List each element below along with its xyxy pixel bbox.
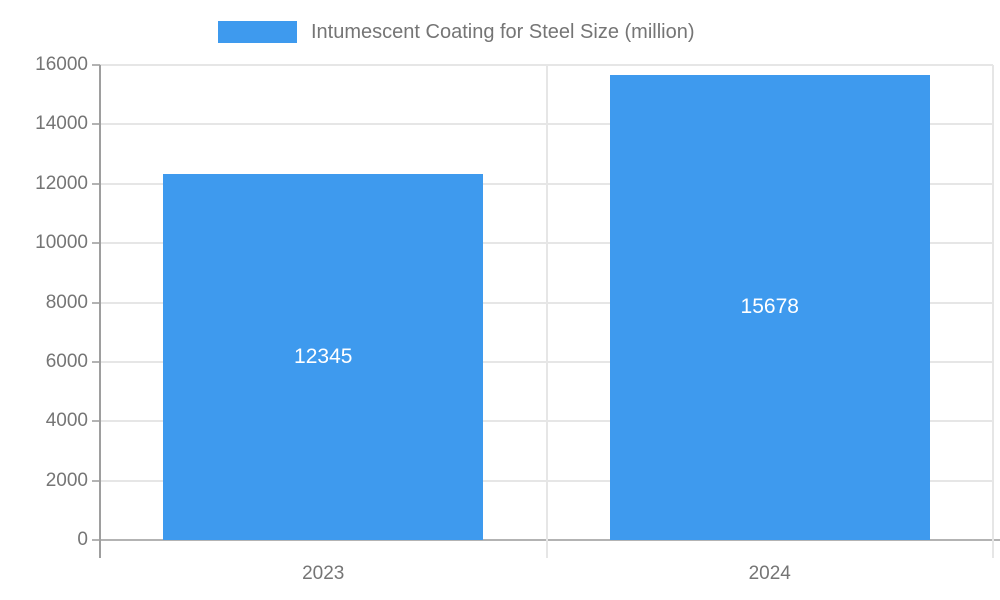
y-tick-label: 12000 [35,172,88,194]
y-tick-mark [92,301,100,304]
bar-value-label: 15678 [740,295,799,319]
bar [163,173,484,540]
y-tick-mark [92,182,100,185]
x-tick-label: 2023 [302,563,345,584]
legend-swatch [218,21,297,43]
legend-label: Intumescent Coating for Steel Size (mill… [311,20,695,43]
y-tick-label: 6000 [45,350,88,372]
bar [609,74,930,540]
x-tick-label: 2024 [748,563,791,584]
bar-value-label: 12345 [294,344,353,368]
y-tick-label: 8000 [45,291,88,313]
category-boundary-line [992,65,994,558]
y-tick-label: 4000 [45,410,88,432]
y-tick-mark [92,242,100,245]
y-tick-mark [92,360,100,363]
y-tick-mark [92,123,100,126]
y-tick-mark [92,420,100,423]
y-tick-label: 16000 [35,54,88,75]
legend: Intumescent Coating for Steel Size (mill… [218,20,695,44]
y-tick-label: 14000 [35,113,88,135]
y-tick-label: 2000 [45,469,88,491]
y-tick-label: 0 [77,529,88,550]
y-tick-mark [92,479,100,482]
y-axis-line [99,65,101,558]
y-tick-label: 10000 [35,232,88,254]
category-boundary-line [545,65,548,558]
y-tick-mark [92,539,100,541]
y-tick-mark [92,64,100,66]
